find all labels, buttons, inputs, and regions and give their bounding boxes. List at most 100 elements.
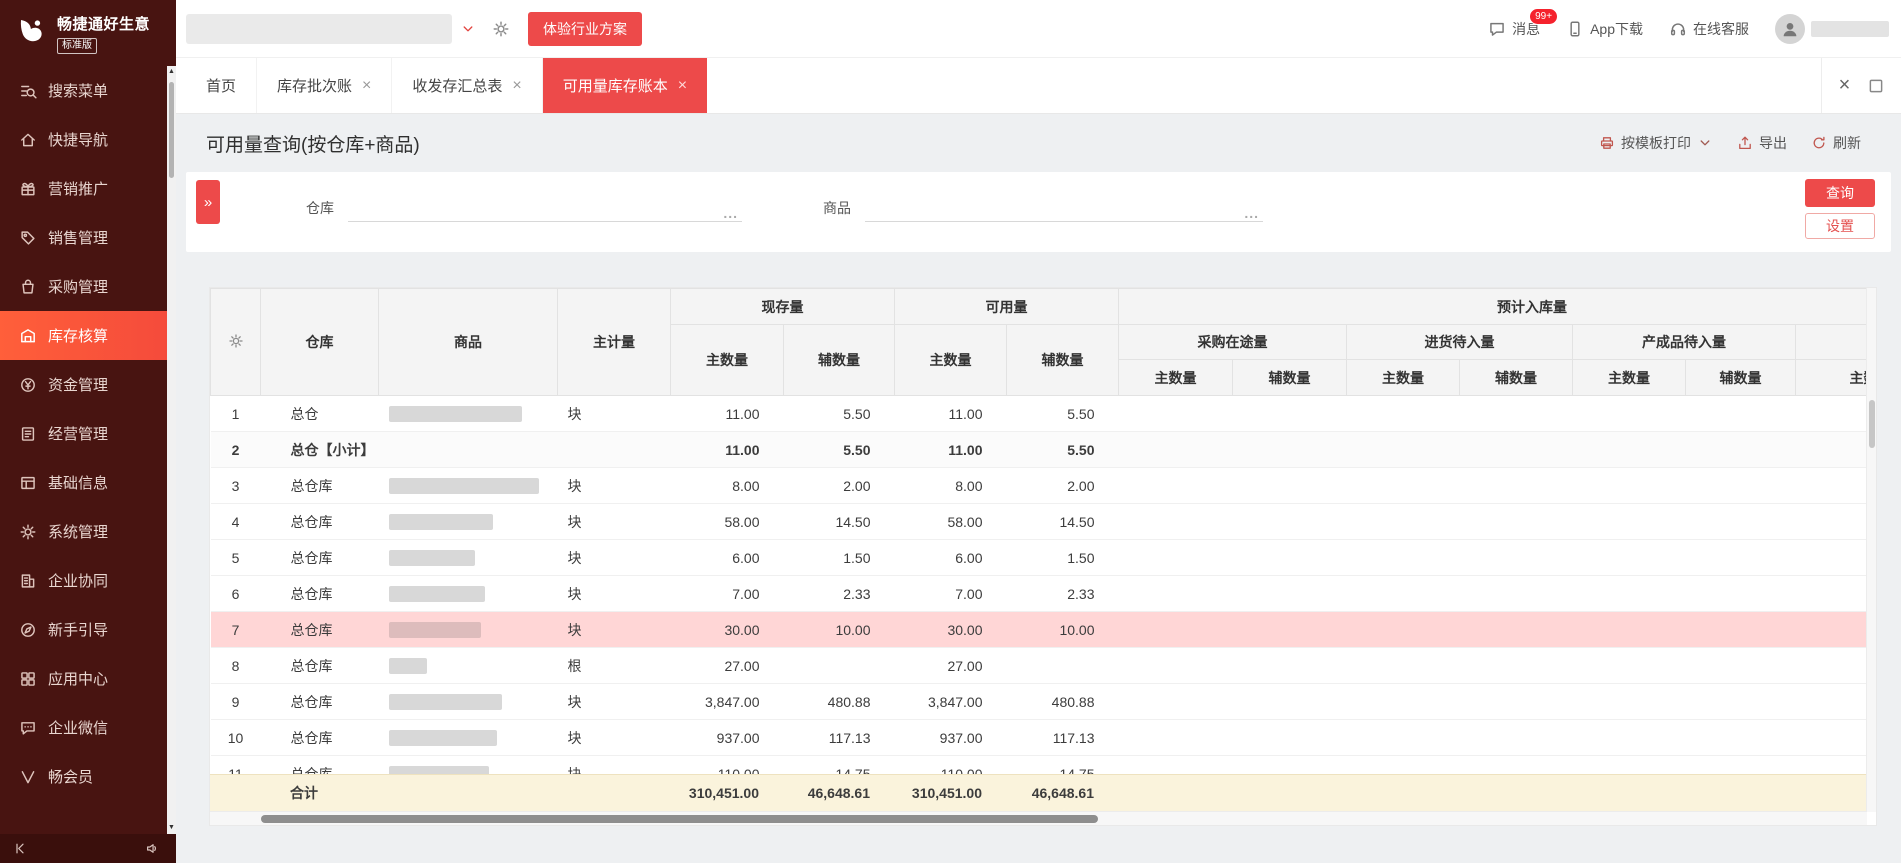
cell-value — [1459, 575, 1573, 612]
sidebar-item-13[interactable]: 企业微信 — [0, 703, 176, 752]
cell-value — [1795, 575, 1867, 612]
table-row[interactable]: 6 总仓库块 7.00 2.33 7.00 2.33 — [210, 575, 1867, 612]
cell-value: 3,847.00 — [894, 683, 1007, 720]
product-picker-ellipsis[interactable]: ... — [1244, 205, 1259, 221]
experience-plan-button[interactable]: 体验行业方案 — [528, 11, 642, 46]
sidebar-item-9[interactable]: 系统管理 — [0, 507, 176, 556]
sidebar-item-2[interactable]: 营销推广 — [0, 164, 176, 213]
table-row[interactable]: 5 总仓库块 6.00 1.50 6.00 1.50 — [210, 539, 1867, 576]
sidebar-item-4[interactable]: 采购管理 — [0, 262, 176, 311]
export-button[interactable]: 导出 — [1737, 133, 1787, 153]
cell-index: 9 — [210, 683, 261, 720]
table-row[interactable]: 11 总仓库块 110.00 14.75 110.00 14.75 — [210, 755, 1867, 776]
cell-value: 937.00 — [894, 719, 1007, 756]
horizontal-scrollbar[interactable] — [210, 811, 1867, 825]
sidebar-item-12[interactable]: 应用中心 — [0, 654, 176, 703]
tab-2[interactable]: 收发存汇总表 × — [392, 58, 543, 113]
sidebar-item-14[interactable]: 畅会员 — [0, 752, 176, 801]
sidebar-item-label: 新手引导 — [48, 622, 109, 639]
cell-product — [378, 575, 558, 612]
sidebar-item-7[interactable]: 经营管理 — [0, 409, 176, 458]
product-filter: 商品 ... — [823, 194, 1263, 222]
vertical-scrollbar[interactable] — [1866, 288, 1876, 812]
cell-index: 2 — [210, 431, 261, 468]
tab-0[interactable]: 首页 — [186, 58, 258, 113]
vertical-scroll-thumb[interactable] — [1869, 400, 1875, 448]
sidebar-scroll-thumb[interactable] — [169, 82, 174, 178]
cell-value: 11.00 — [894, 431, 1007, 468]
sidebar-item-6[interactable]: 资金管理 — [0, 360, 176, 409]
query-button[interactable]: 查询 — [1805, 179, 1875, 207]
scroll-down-icon[interactable]: ▼ — [168, 824, 175, 831]
table-row[interactable]: 7 总仓库块 30.00 10.00 30.00 10.00 — [210, 611, 1867, 648]
product-input[interactable]: ... — [865, 196, 1263, 222]
tab-1[interactable]: 库存批次账 × — [257, 58, 393, 113]
horizontal-scroll-thumb[interactable] — [261, 815, 1098, 823]
table-row[interactable]: 4 总仓库块 58.00 14.50 58.00 14.50 — [210, 503, 1867, 540]
table-header: 仓库 商品 主计量 现存量 可用量 预计入库量 主数量 辅数量 主数量 辅数量 … — [210, 288, 1867, 396]
close-all-tabs-icon[interactable]: × — [1821, 58, 1867, 113]
redacted-product — [388, 766, 489, 776]
speaker-icon[interactable] — [145, 841, 160, 856]
cell-index: 7 — [210, 611, 261, 648]
cell-value — [1795, 395, 1867, 432]
cell-value: 2.33 — [1006, 575, 1119, 612]
table-row[interactable]: 10 总仓库块 937.00 117.13 937.00 117.13 — [210, 719, 1867, 756]
gear-icon[interactable] — [492, 20, 510, 38]
sidebar-item-11[interactable]: 新手引导 — [0, 605, 176, 654]
sidebar-item-5[interactable]: 库存核算 — [0, 311, 176, 360]
cell-value — [1118, 611, 1233, 648]
table-footer: 合计 310,451.00 46,648.61 310,451.00 46,64… — [210, 774, 1867, 811]
sidebar-item-1[interactable]: 快捷导航 — [0, 115, 176, 164]
print-by-template-button[interactable]: 按模板打印 — [1599, 133, 1713, 153]
square-icon — [1867, 77, 1885, 95]
close-icon[interactable]: × — [512, 76, 522, 94]
app-download-button[interactable]: App下载 — [1566, 19, 1643, 39]
close-icon[interactable]: × — [677, 76, 688, 94]
cell-value: 14.75 — [783, 755, 895, 776]
close-icon[interactable]: × — [362, 76, 372, 94]
table-row[interactable]: 2 总仓【小计】 11.00 5.50 11.00 5.50 — [210, 431, 1867, 468]
table-row[interactable]: 8 总仓库根 27.00 27.00 — [210, 647, 1867, 684]
org-selector-redacted[interactable] — [186, 13, 452, 44]
sidebar-item-0[interactable]: 搜索菜单 — [0, 66, 176, 115]
sidebar-scrollbar[interactable]: ▲ ▼ — [167, 66, 176, 834]
table-row[interactable]: 3 总仓库块 8.00 2.00 8.00 2.00 — [210, 467, 1867, 504]
sidebar-item-3[interactable]: 销售管理 — [0, 213, 176, 262]
warehouse-input[interactable]: ... — [348, 196, 742, 222]
scroll-up-icon[interactable]: ▲ — [168, 68, 175, 75]
cell-value: 3,847.00 — [670, 683, 784, 720]
messages-button[interactable]: 消息 99+ — [1488, 7, 1559, 39]
cell-value: 11.00 — [670, 395, 784, 432]
refresh-icon — [1811, 135, 1827, 151]
cell-value — [1685, 539, 1796, 576]
cell-value: 1.50 — [783, 539, 895, 576]
cell-warehouse: 总仓库 — [260, 467, 379, 504]
cell-value — [1795, 467, 1867, 504]
tab-overflow-button[interactable] — [1867, 58, 1901, 113]
table-row[interactable]: 1 总仓块 11.00 5.50 11.00 5.50 — [210, 395, 1867, 432]
sidebar-item-8[interactable]: 基础信息 — [0, 458, 176, 507]
cell-value — [1346, 611, 1460, 648]
collapse-sidebar-icon[interactable] — [14, 841, 29, 856]
tab-3[interactable]: 可用量库存账本 × — [542, 58, 708, 113]
cell-unit: 块 — [557, 719, 671, 756]
warehouse-picker-ellipsis[interactable]: ... — [723, 205, 738, 221]
settings-button[interactable]: 设置 — [1805, 213, 1875, 239]
col-main-qty: 主数量 — [894, 324, 1007, 396]
cell-value — [1346, 575, 1460, 612]
cell-product — [378, 719, 558, 756]
sidebar-item-10[interactable]: 企业协同 — [0, 556, 176, 605]
chevron-down-icon[interactable] — [460, 21, 476, 37]
online-support-label: 在线客服 — [1693, 20, 1749, 37]
user-account[interactable] — [1775, 13, 1889, 44]
cell-value — [1795, 755, 1867, 776]
cell-value — [1685, 467, 1796, 504]
refresh-button[interactable]: 刷新 — [1811, 133, 1861, 153]
expand-filters-button[interactable]: » — [196, 180, 220, 224]
table-row[interactable]: 9 总仓库块 3,847.00 480.88 3,847.00 480.88 — [210, 683, 1867, 720]
column-settings-gear-icon[interactable] — [228, 333, 244, 349]
cell-value — [1459, 467, 1573, 504]
online-support-button[interactable]: 在线客服 — [1669, 19, 1749, 39]
tab-bar: 首页 库存批次账 × 收发存汇总表 × 可用量库存账本 × × — [176, 58, 1901, 114]
